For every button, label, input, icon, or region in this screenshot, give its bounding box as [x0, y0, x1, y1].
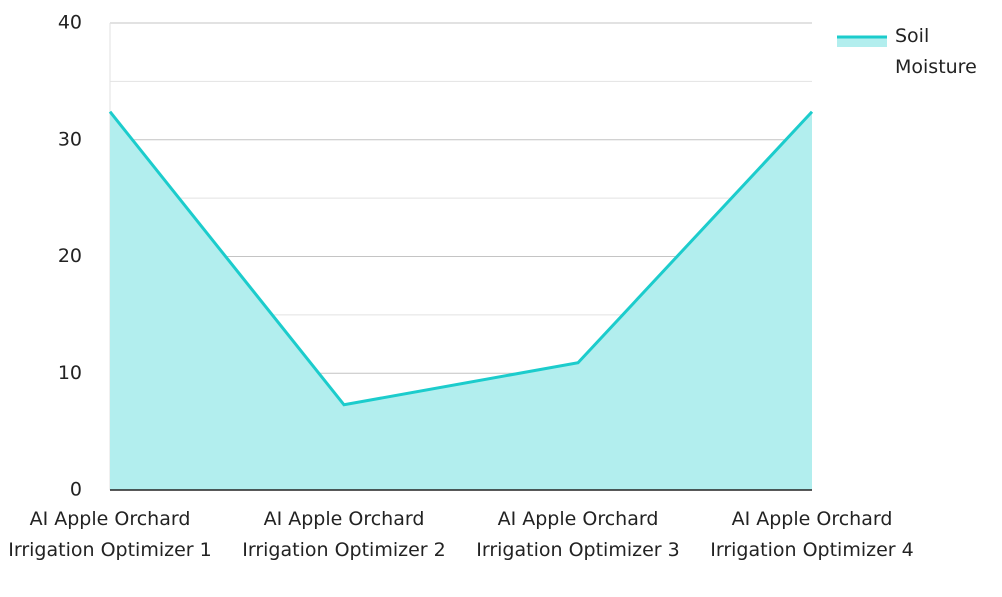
y-tick-label: 30 [58, 128, 82, 150]
y-tick-label: 40 [58, 12, 82, 34]
y-tick-label: 0 [70, 479, 82, 501]
y-tick-label: 10 [58, 362, 82, 384]
x-tick-label: AI Apple Orchard Irrigation Optimizer 4 [710, 508, 914, 561]
legend-label: Soil Moisture [895, 25, 977, 78]
x-tick-label: AI Apple Orchard Irrigation Optimizer 3 [476, 508, 680, 561]
legend-swatch-fill [837, 37, 887, 47]
area-line [108, 110, 814, 407]
x-tick-label: AI Apple Orchard Irrigation Optimizer 2 [242, 508, 446, 561]
x-tick-label: AI Apple Orchard Irrigation Optimizer 1 [8, 508, 212, 561]
area-fill [110, 111, 812, 490]
y-tick-label: 20 [58, 245, 82, 267]
